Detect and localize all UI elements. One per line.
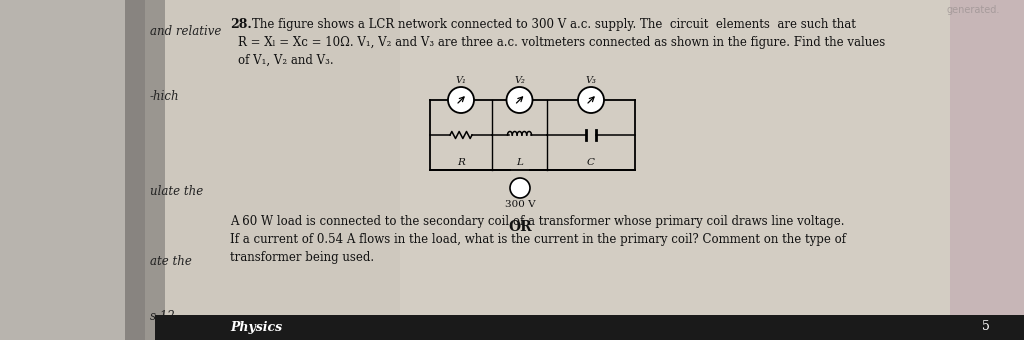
Text: 5: 5 [982, 321, 990, 334]
Circle shape [449, 87, 474, 113]
Text: and relative: and relative [150, 25, 221, 38]
Text: C: C [587, 158, 595, 167]
Circle shape [578, 87, 604, 113]
Text: A 60 W load is connected to the secondary coil of a transformer whose primary co: A 60 W load is connected to the secondar… [230, 215, 845, 228]
Circle shape [507, 87, 532, 113]
Text: 28.: 28. [230, 18, 252, 31]
Circle shape [510, 178, 530, 198]
Bar [125, 0, 150, 340]
Text: R = Xₗ = Xᴄ = 10Ω. V₁, V₂ and V₃ are three a.c. voltmeters connected as shown in: R = Xₗ = Xᴄ = 10Ω. V₁, V₂ and V₃ are thr… [238, 36, 886, 49]
Text: generated.: generated. [946, 5, 1000, 15]
Text: V₁: V₁ [456, 76, 467, 85]
Text: V₃: V₃ [586, 76, 596, 85]
Text: If a current of 0.54 A flows in the load, what is the current in the primary coi: If a current of 0.54 A flows in the load… [230, 233, 846, 246]
Text: V₂: V₂ [514, 76, 525, 85]
Text: L: L [516, 158, 523, 167]
Text: 300 V: 300 V [505, 200, 536, 209]
Text: The figure shows a LCR network connected to 300 V a.c. supply. The  circuit  ele: The figure shows a LCR network connected… [252, 18, 856, 31]
Text: ulate the: ulate the [150, 185, 203, 198]
Text: R: R [457, 158, 465, 167]
Bar [0, 0, 170, 340]
Bar [155, 0, 1024, 340]
Bar [400, 0, 1024, 340]
Text: Physics: Physics [230, 321, 283, 334]
Text: transformer being used.: transformer being used. [230, 251, 374, 264]
Text: OR: OR [508, 220, 531, 234]
Text: -hich: -hich [150, 90, 179, 103]
Text: s 12: s 12 [150, 310, 175, 323]
Text: of V₁, V₂ and V₃.: of V₁, V₂ and V₃. [238, 54, 334, 67]
Bar [0, 0, 95, 340]
Bar [155, 315, 1024, 340]
Bar [145, 0, 165, 340]
Bar [950, 0, 1024, 340]
Text: ate the: ate the [150, 255, 191, 268]
